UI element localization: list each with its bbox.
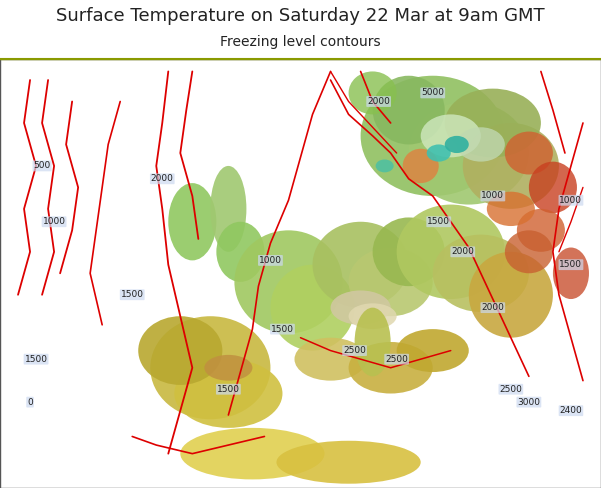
- Ellipse shape: [487, 192, 535, 226]
- Ellipse shape: [469, 252, 553, 338]
- Text: Surface Temperature on Saturday 22 Mar at 9am GMT: Surface Temperature on Saturday 22 Mar a…: [56, 7, 545, 25]
- Ellipse shape: [331, 290, 391, 325]
- Text: 0: 0: [27, 398, 33, 407]
- Ellipse shape: [313, 222, 409, 307]
- Ellipse shape: [234, 230, 343, 333]
- Ellipse shape: [463, 123, 559, 209]
- Ellipse shape: [355, 307, 391, 376]
- Ellipse shape: [397, 329, 469, 372]
- Ellipse shape: [457, 127, 505, 162]
- Ellipse shape: [270, 264, 355, 350]
- Ellipse shape: [433, 235, 529, 312]
- Ellipse shape: [138, 316, 222, 385]
- Text: Freezing level contours: Freezing level contours: [220, 35, 381, 49]
- Ellipse shape: [376, 160, 394, 172]
- Ellipse shape: [361, 76, 505, 196]
- Text: 1500: 1500: [25, 355, 47, 364]
- Ellipse shape: [505, 132, 553, 175]
- Ellipse shape: [216, 222, 264, 282]
- Ellipse shape: [349, 342, 433, 393]
- Text: 2500: 2500: [499, 385, 522, 394]
- Text: 2000: 2000: [451, 247, 474, 256]
- Ellipse shape: [210, 166, 246, 252]
- Text: 2000: 2000: [367, 97, 390, 106]
- Ellipse shape: [517, 209, 565, 252]
- Ellipse shape: [403, 149, 439, 183]
- Text: 2000: 2000: [481, 303, 504, 312]
- Ellipse shape: [505, 230, 553, 273]
- Ellipse shape: [349, 71, 397, 114]
- Ellipse shape: [421, 114, 481, 157]
- Text: 5000: 5000: [421, 88, 444, 98]
- Text: 1000: 1000: [259, 256, 282, 265]
- Text: 1500: 1500: [271, 325, 294, 334]
- Ellipse shape: [180, 428, 325, 479]
- Text: 1500: 1500: [560, 260, 582, 269]
- Ellipse shape: [373, 76, 445, 144]
- Ellipse shape: [397, 204, 505, 299]
- Ellipse shape: [204, 355, 252, 381]
- Ellipse shape: [553, 247, 589, 299]
- Ellipse shape: [349, 304, 397, 329]
- Text: 2500: 2500: [343, 346, 366, 355]
- Text: 2000: 2000: [151, 174, 174, 183]
- Ellipse shape: [373, 218, 445, 286]
- Ellipse shape: [276, 441, 421, 484]
- Ellipse shape: [150, 316, 270, 419]
- Text: 2500: 2500: [385, 355, 408, 364]
- Ellipse shape: [349, 247, 433, 316]
- Text: 1000: 1000: [43, 217, 66, 226]
- Text: 1500: 1500: [217, 385, 240, 394]
- Text: 2400: 2400: [560, 406, 582, 415]
- Text: 1500: 1500: [121, 290, 144, 299]
- Ellipse shape: [529, 162, 577, 213]
- Ellipse shape: [168, 183, 216, 261]
- Text: 1000: 1000: [560, 196, 582, 205]
- Ellipse shape: [409, 102, 529, 204]
- Text: 1000: 1000: [481, 191, 504, 201]
- Ellipse shape: [427, 144, 451, 162]
- Ellipse shape: [445, 136, 469, 153]
- Ellipse shape: [294, 338, 367, 381]
- Text: 3000: 3000: [517, 398, 540, 407]
- Ellipse shape: [445, 89, 541, 157]
- Text: 1500: 1500: [427, 217, 450, 226]
- Ellipse shape: [174, 359, 282, 428]
- Text: 500: 500: [34, 162, 50, 170]
